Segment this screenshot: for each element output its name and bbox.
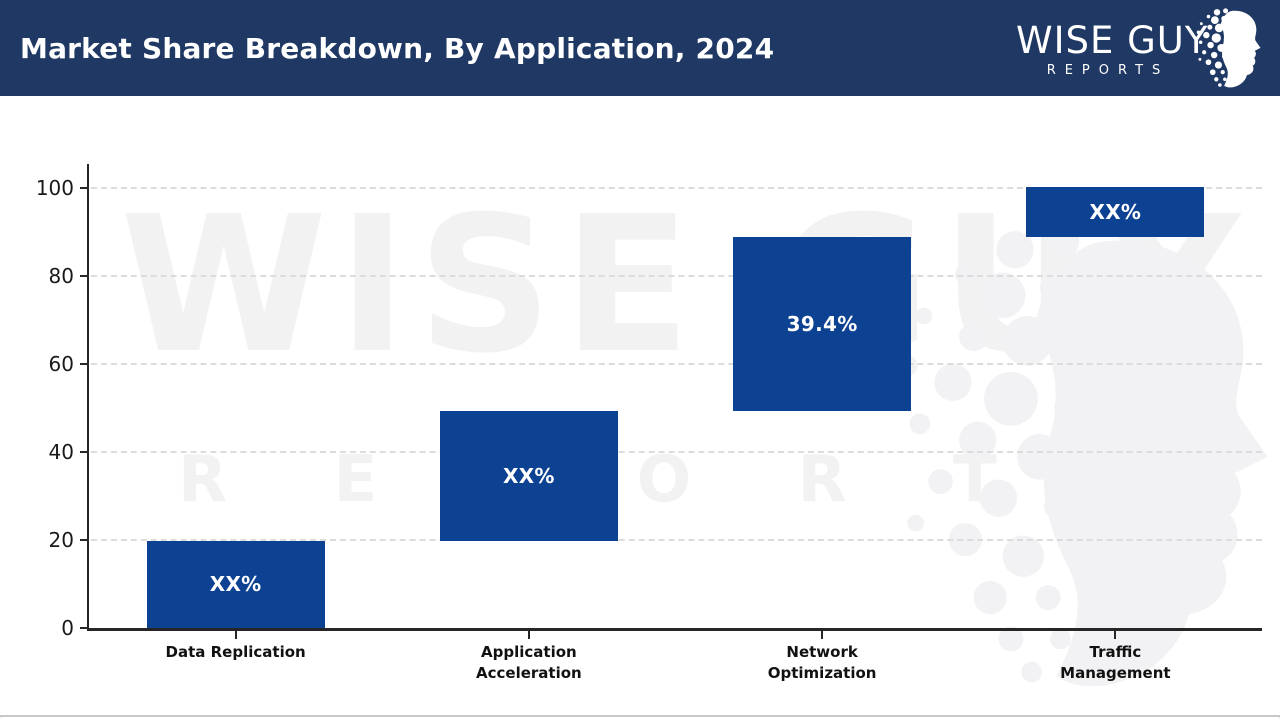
xtick-mark-data-replication — [234, 631, 237, 639]
category-label-line: Management — [1060, 664, 1171, 682]
ytick-label-20: 20 — [48, 528, 74, 552]
gridline-80 — [91, 275, 1262, 277]
bar-value-label-data-replication: XX% — [209, 572, 262, 597]
gridline-40 — [91, 451, 1262, 453]
page-title: Market Share Breakdown, By Application, … — [20, 31, 775, 65]
logo-text: WISE GUY REPORTS — [1016, 19, 1209, 78]
ytick-label-80: 80 — [48, 264, 74, 288]
gridline-20 — [91, 539, 1262, 541]
bar-application-acceleration: XX% — [439, 411, 618, 541]
ytick-mark-20 — [80, 539, 89, 541]
category-label-line: Traffic — [1089, 643, 1142, 661]
ytick-label-60: 60 — [48, 352, 74, 376]
bar-network-optimization: 39.4% — [733, 237, 912, 411]
gridline-100 — [91, 187, 1262, 189]
xtick-mark-network-optimization — [821, 631, 824, 639]
bar-data-replication: XX% — [146, 540, 325, 628]
bar-value-label-application-acceleration: XX% — [502, 463, 555, 488]
bar-traffic-management: XX% — [1026, 186, 1205, 237]
ytick-mark-100 — [80, 187, 89, 189]
category-label-data-replication: Data Replication — [96, 642, 376, 663]
bar-value-label-network-optimization: 39.4% — [786, 311, 858, 336]
header-banner: Market Share Breakdown, By Application, … — [0, 0, 1280, 96]
ytick-label-40: 40 — [48, 440, 74, 464]
category-label-line: Optimization — [767, 664, 877, 682]
category-label-line: Application — [481, 643, 577, 661]
x-axis-line — [87, 628, 1262, 631]
logo-secondary-text: REPORTS — [1046, 63, 1170, 78]
chart-area: WISE GUY R E P O R T S 0 20 40 60 80 100 XX% Da… — [0, 96, 1280, 716]
bar-value-label-traffic-management: XX% — [1089, 199, 1142, 224]
xtick-mark-application-acceleration — [527, 631, 530, 639]
gridline-60 — [91, 363, 1262, 365]
y-axis-line — [87, 164, 89, 630]
ytick-label-0: 0 — [61, 616, 74, 640]
category-label-line: Network — [786, 643, 858, 661]
ytick-mark-40 — [80, 451, 89, 453]
ytick-mark-60 — [80, 363, 89, 365]
wiseguy-logo: WISE GUY REPORTS — [1016, 6, 1266, 92]
footer-divider — [0, 715, 1280, 717]
category-label-application-acceleration: Application Acceleration — [389, 642, 669, 684]
wiseguy-face-icon — [1196, 8, 1261, 88]
category-label-network-optimization: Network Optimization — [682, 642, 962, 684]
xtick-mark-traffic-management — [1114, 631, 1117, 639]
category-label-line: Data Replication — [165, 643, 306, 661]
category-label-traffic-management: Traffic Management — [975, 642, 1255, 684]
ytick-mark-80 — [80, 275, 89, 277]
ytick-label-100: 100 — [35, 176, 74, 200]
ytick-mark-0 — [80, 627, 89, 629]
logo-primary-text: WISE GUY — [1016, 19, 1209, 62]
category-label-line: Acceleration — [476, 664, 582, 682]
